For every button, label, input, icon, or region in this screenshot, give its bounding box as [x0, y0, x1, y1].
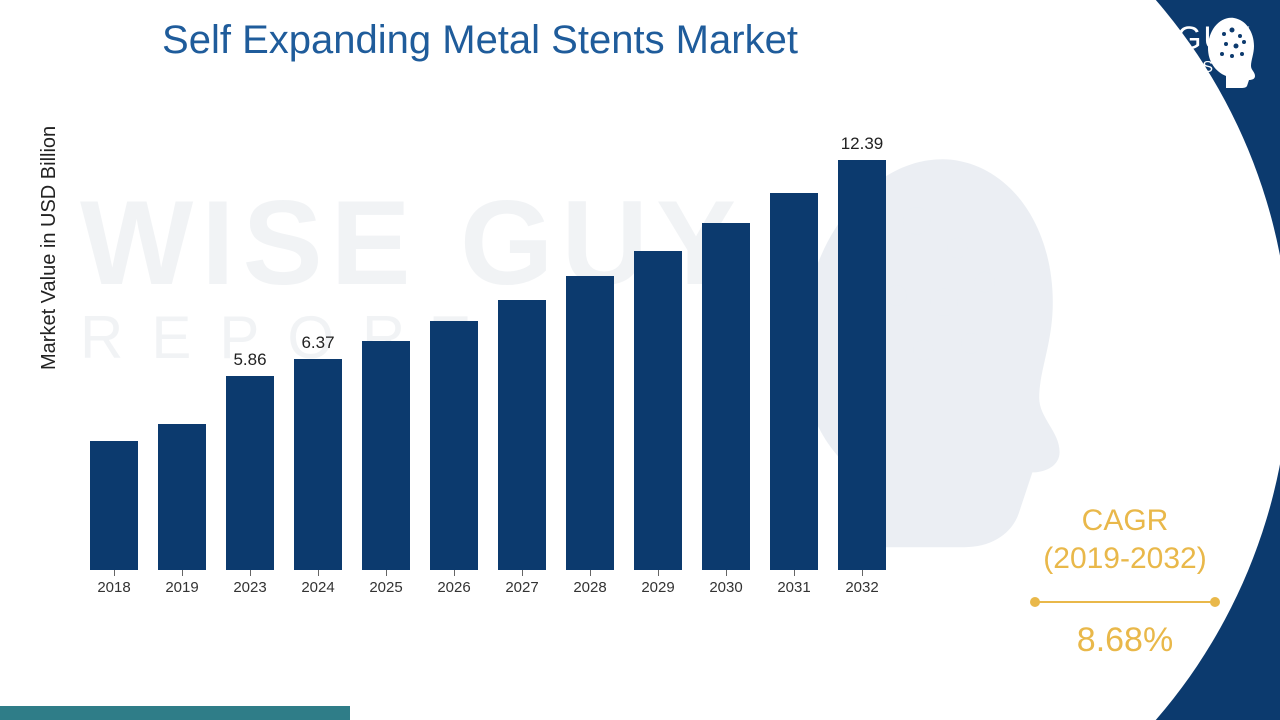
cagr-label-line1: CAGR: [1082, 504, 1169, 537]
bar: [294, 359, 342, 570]
x-axis-tick-label: 2025: [351, 579, 421, 596]
x-axis-tick: [318, 570, 319, 576]
x-axis-tick-label: 2031: [759, 579, 829, 596]
x-axis-tick: [658, 570, 659, 576]
cagr-label-line2: (2019-2032): [1043, 542, 1206, 575]
bar: [566, 276, 614, 570]
x-axis-tick: [522, 570, 523, 576]
x-axis-tick: [590, 570, 591, 576]
bar: [90, 441, 138, 570]
bar: [158, 424, 206, 570]
x-axis-tick-label: 2024: [283, 579, 353, 596]
x-axis-tick: [114, 570, 115, 576]
cagr-label: CAGR (2019-2032): [1010, 502, 1240, 577]
cagr-block: CAGR (2019-2032) 8.68%: [1010, 502, 1240, 660]
x-axis-tick: [250, 570, 251, 576]
x-axis-tick: [454, 570, 455, 576]
y-axis-label: Market Value in USD Billion: [38, 126, 61, 370]
bar-value-label: 6.37: [283, 333, 353, 353]
x-axis-tick-label: 2027: [487, 579, 557, 596]
bar: [362, 341, 410, 570]
x-axis-tick-label: 2028: [555, 579, 625, 596]
x-axis-tick-label: 2030: [691, 579, 761, 596]
chart-title: Self Expanding Metal Stents Market: [0, 18, 960, 63]
x-axis-tick: [862, 570, 863, 576]
x-axis-tick-label: 2019: [147, 579, 217, 596]
bar-value-label: 5.86: [215, 350, 285, 370]
bar: [770, 193, 818, 570]
bar: [838, 160, 886, 570]
x-axis-tick: [726, 570, 727, 576]
bar: [702, 223, 750, 570]
brand-logo: WISE GUY REPORTS: [1076, 20, 1252, 77]
x-axis-tick: [794, 570, 795, 576]
x-axis-tick-label: 2023: [215, 579, 285, 596]
x-axis-tick-label: 2026: [419, 579, 489, 596]
x-axis-tick: [182, 570, 183, 576]
bar-chart-plot: 201820195.8620236.3720242025202620272028…: [90, 140, 910, 570]
x-axis-tick: [386, 570, 387, 576]
bar: [634, 251, 682, 570]
x-axis-tick-label: 2032: [827, 579, 897, 596]
cagr-divider-line: [1035, 601, 1215, 603]
bar-chart: 201820195.8620236.3720242025202620272028…: [90, 140, 910, 610]
bar: [226, 376, 274, 570]
x-axis-tick-label: 2018: [79, 579, 149, 596]
bar: [498, 300, 546, 570]
bar-value-label: 12.39: [827, 134, 897, 154]
brand-logo-icon: [1196, 16, 1256, 88]
infographic-root: WISE GUY REPORTS Self Expanding Metal St…: [0, 0, 1280, 720]
cagr-value: 8.68%: [1010, 621, 1240, 660]
bottom-accent-strip: [0, 706, 350, 720]
bar: [430, 321, 478, 570]
x-axis-tick-label: 2029: [623, 579, 693, 596]
